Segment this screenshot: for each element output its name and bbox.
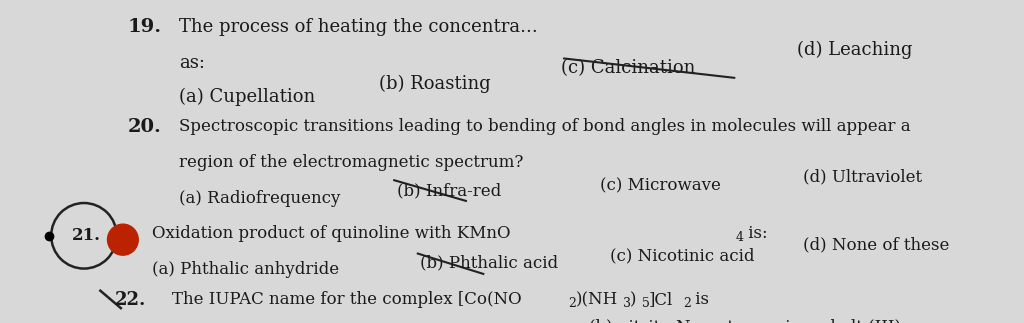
Text: (b) Infra-red: (b) Infra-red: [397, 182, 502, 199]
Text: (c) Calcination: (c) Calcination: [561, 59, 695, 77]
Text: (b) nitrito-N-pentaamminecobalt (III) c: (b) nitrito-N-pentaamminecobalt (III) c: [589, 319, 915, 323]
Text: (b) Roasting: (b) Roasting: [379, 75, 490, 93]
Text: Oxidation product of quinoline with KMnO: Oxidation product of quinoline with KMnO: [152, 225, 510, 242]
Text: 5: 5: [642, 297, 650, 310]
Text: (a) Cupellation: (a) Cupellation: [179, 88, 315, 106]
Text: as:: as:: [179, 54, 205, 72]
Text: ): ): [630, 291, 636, 308]
Text: (c) Nicotinic acid: (c) Nicotinic acid: [610, 247, 755, 264]
Text: 3: 3: [623, 297, 631, 310]
Text: (a) Radiofrequency: (a) Radiofrequency: [179, 190, 341, 207]
Text: 19.: 19.: [128, 18, 162, 36]
Text: (d) Ultraviolet: (d) Ultraviolet: [803, 169, 922, 185]
Text: (c) Microwave: (c) Microwave: [600, 177, 721, 194]
Text: is: is: [690, 291, 710, 308]
Text: The process of heating the concentra...: The process of heating the concentra...: [179, 18, 538, 36]
Text: )(NH: )(NH: [575, 291, 617, 308]
Text: (d) Leaching: (d) Leaching: [797, 41, 912, 59]
Text: is:: is:: [743, 225, 768, 242]
Text: 20.: 20.: [128, 118, 162, 136]
Text: 21.: 21.: [72, 227, 100, 244]
Text: 2: 2: [568, 297, 577, 310]
Text: (d) None of these: (d) None of these: [803, 236, 949, 253]
Text: region of the electromagnetic spectrum?: region of the electromagnetic spectrum?: [179, 154, 523, 171]
Text: 4: 4: [735, 231, 743, 244]
Text: The IUPAC name for the complex [Co(NO: The IUPAC name for the complex [Co(NO: [172, 291, 521, 308]
Text: (a) Phthalic anhydride: (a) Phthalic anhydride: [152, 261, 339, 278]
Text: ]Cl: ]Cl: [649, 291, 674, 308]
Ellipse shape: [108, 224, 138, 255]
Text: Spectroscopic transitions leading to bending of bond angles in molecules will ap: Spectroscopic transitions leading to ben…: [179, 118, 910, 135]
Text: (b) Phthalic acid: (b) Phthalic acid: [420, 255, 558, 272]
Text: 2: 2: [683, 297, 691, 310]
Text: 22.: 22.: [115, 291, 146, 309]
